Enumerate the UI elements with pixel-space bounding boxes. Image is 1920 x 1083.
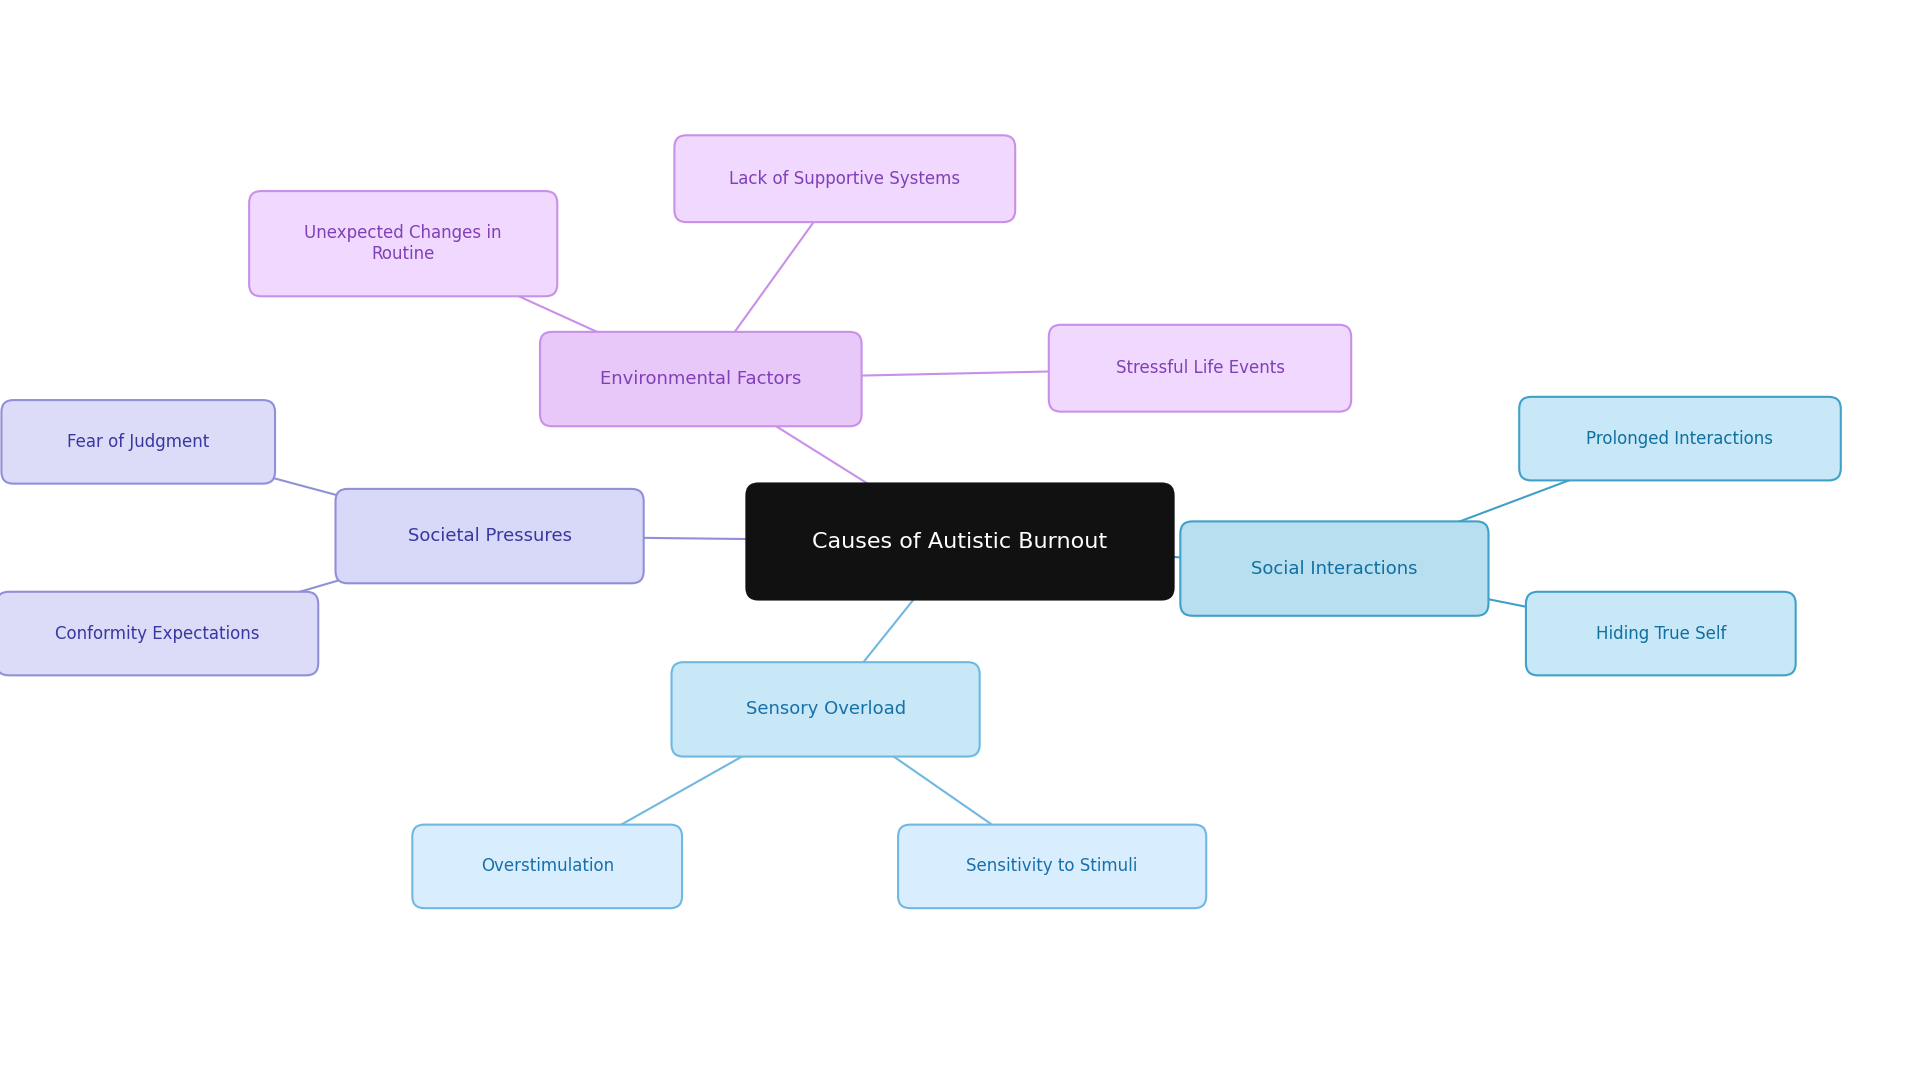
Text: Prolonged Interactions: Prolonged Interactions [1586,430,1774,447]
FancyBboxPatch shape [0,591,319,676]
FancyBboxPatch shape [747,483,1173,600]
FancyBboxPatch shape [1519,396,1841,481]
FancyBboxPatch shape [413,824,682,909]
Text: Social Interactions: Social Interactions [1252,560,1417,577]
Text: Fear of Judgment: Fear of Judgment [67,433,209,451]
Text: Causes of Autistic Burnout: Causes of Autistic Burnout [812,532,1108,551]
FancyBboxPatch shape [540,331,862,427]
FancyBboxPatch shape [1048,325,1352,412]
Text: Unexpected Changes in
Routine: Unexpected Changes in Routine [305,224,501,263]
Text: Overstimulation: Overstimulation [480,858,614,875]
Text: Sensitivity to Stimuli: Sensitivity to Stimuli [966,858,1139,875]
FancyBboxPatch shape [672,662,979,757]
FancyBboxPatch shape [674,135,1016,222]
Text: Conformity Expectations: Conformity Expectations [56,625,259,642]
FancyBboxPatch shape [899,824,1206,909]
Text: Environmental Factors: Environmental Factors [601,370,801,388]
Text: Societal Pressures: Societal Pressures [407,527,572,545]
Text: Stressful Life Events: Stressful Life Events [1116,360,1284,377]
FancyBboxPatch shape [1181,521,1488,616]
Text: Lack of Supportive Systems: Lack of Supportive Systems [730,170,960,187]
FancyBboxPatch shape [336,488,643,584]
Text: Hiding True Self: Hiding True Self [1596,625,1726,642]
FancyBboxPatch shape [2,400,275,484]
FancyBboxPatch shape [250,191,557,297]
FancyBboxPatch shape [1526,591,1795,676]
Text: Sensory Overload: Sensory Overload [745,701,906,718]
